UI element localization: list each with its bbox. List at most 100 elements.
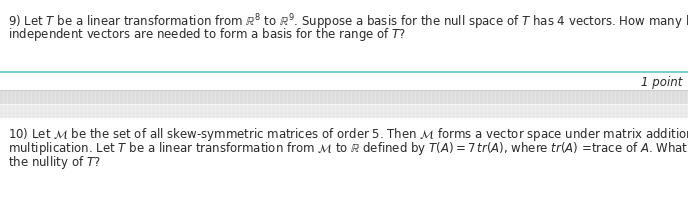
Bar [392,105,394,117]
Bar [56,91,58,103]
Bar [124,91,126,103]
Bar [256,105,258,117]
Bar [28,105,30,117]
Bar [36,91,38,103]
Bar [68,105,70,117]
Bar [644,105,646,117]
Bar [188,91,190,103]
Bar [164,105,166,117]
Bar [652,91,654,103]
Bar [464,91,466,103]
Bar [60,91,62,103]
Bar [648,105,650,117]
Bar [664,105,666,117]
Bar [176,105,178,117]
Bar [668,105,670,117]
Bar [468,91,470,103]
Bar [592,105,594,117]
Bar [92,105,94,117]
Bar [360,91,362,103]
Bar [52,91,54,103]
Bar [96,91,98,103]
Bar [100,91,102,103]
Bar [472,91,474,103]
Bar [244,91,246,103]
Bar [512,91,514,103]
Bar [176,91,178,103]
Bar [376,105,378,117]
Bar [568,91,570,103]
Bar [76,91,78,103]
Bar [268,91,270,103]
Bar [660,91,662,103]
Bar [144,105,146,117]
Bar [100,105,102,117]
Bar [656,105,658,117]
Bar [112,91,114,103]
Bar [112,105,114,117]
Text: the nullity of $T$?: the nullity of $T$? [8,154,100,171]
Bar [448,91,450,103]
Bar [220,105,222,117]
Bar [672,105,674,117]
Bar [576,91,578,103]
Bar [500,105,502,117]
Bar [4,105,6,117]
Bar [428,91,430,103]
Bar [336,91,338,103]
Bar [444,91,446,103]
Bar [108,105,110,117]
Bar [0,105,688,117]
Bar [180,91,182,103]
Bar [300,91,302,103]
Bar [372,105,374,117]
Bar [164,91,166,103]
Bar [224,105,226,117]
Bar [424,91,426,103]
Bar [408,105,410,117]
Bar [400,105,402,117]
Bar [80,105,82,117]
Bar [336,105,338,117]
Bar [536,105,538,117]
Bar [172,105,174,117]
Bar [416,105,418,117]
Bar [372,91,374,103]
Bar [588,105,590,117]
Bar [664,91,666,103]
Bar [168,105,170,117]
Bar [300,105,302,117]
Bar [160,105,162,117]
Bar [64,91,66,103]
Bar [440,91,442,103]
Bar [392,91,394,103]
Bar [24,91,26,103]
Bar [600,91,602,103]
Bar [104,91,106,103]
Bar [168,91,170,103]
Bar [76,105,78,117]
Bar [576,105,578,117]
Bar [480,91,482,103]
Bar [240,91,242,103]
Bar [520,91,522,103]
Bar [616,105,618,117]
Bar [460,91,462,103]
Bar [564,91,566,103]
Bar [192,91,194,103]
Bar [580,105,582,117]
Bar [412,105,414,117]
Bar [188,105,190,117]
Bar [492,105,494,117]
Bar [528,105,530,117]
Bar [200,105,202,117]
Bar [572,105,574,117]
Bar [252,91,254,103]
Bar [152,105,154,117]
Bar [312,105,314,117]
Bar [440,105,442,117]
Bar [396,91,398,103]
Bar [388,91,390,103]
Bar [540,91,542,103]
Bar [604,91,606,103]
